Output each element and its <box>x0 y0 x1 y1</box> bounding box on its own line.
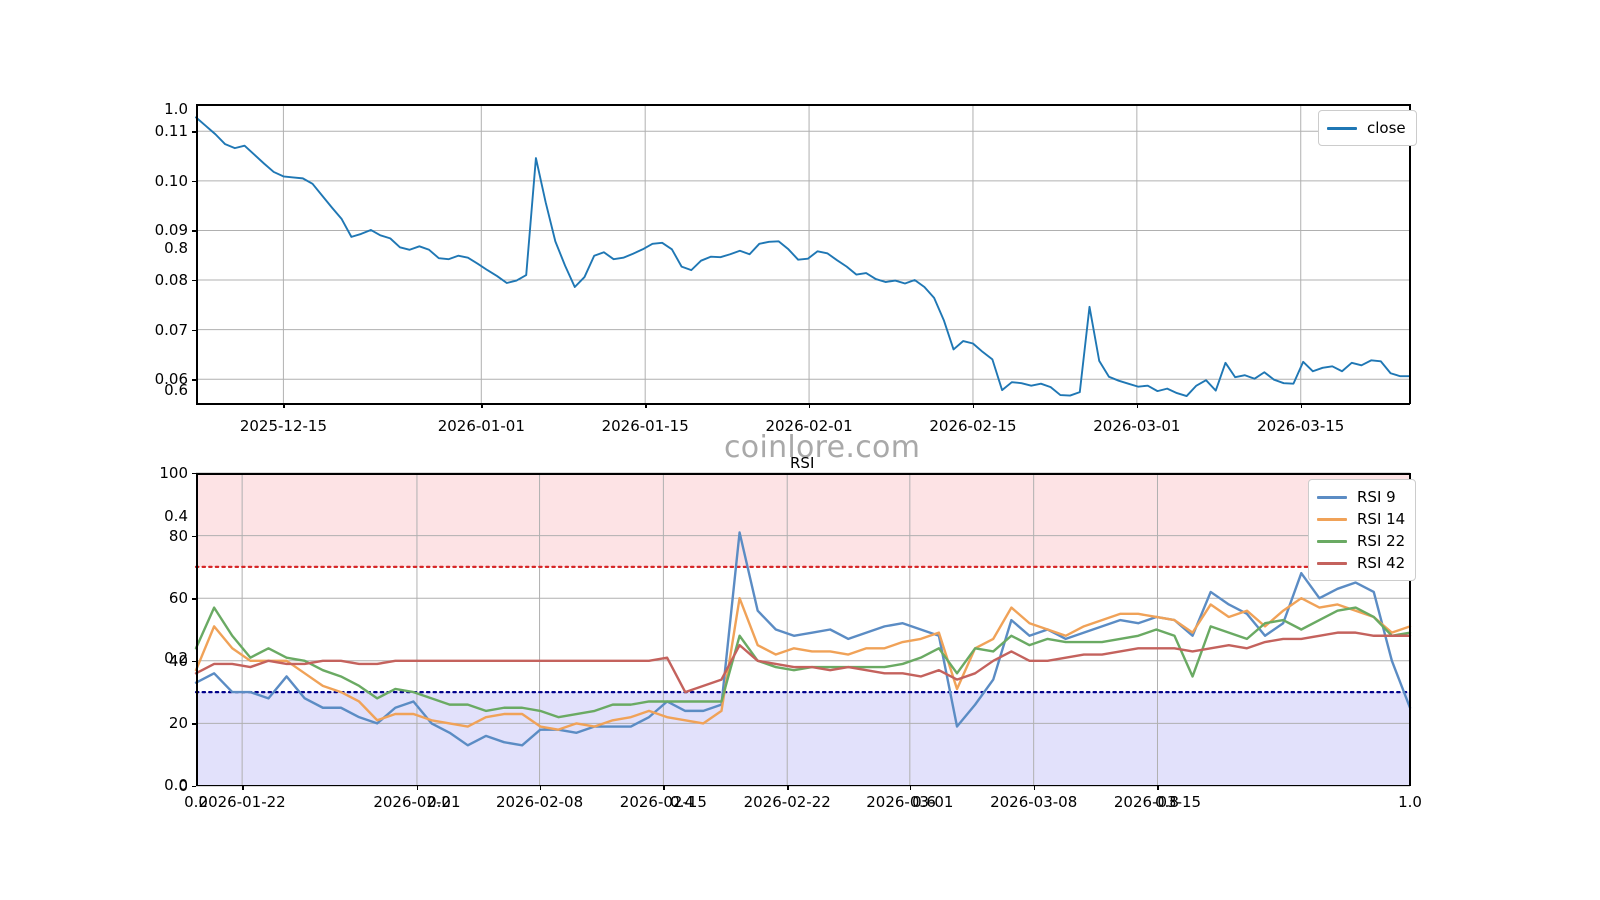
rsi-y-tick-label-secondary: 0.0 <box>164 776 188 794</box>
rsi-x-tick-mark <box>539 785 541 790</box>
rsi-x-tick-label: 2026-03-15 <box>1113 793 1202 811</box>
rsi-x-tick-mark <box>416 785 419 790</box>
price-legend: close <box>1318 110 1417 146</box>
rsi-axis-left <box>196 473 198 786</box>
rsi-axis-top <box>196 473 1410 475</box>
legend-label: RSI 9 <box>1357 488 1396 506</box>
rsi-x-tick-label: 2026-03-01 <box>866 793 954 811</box>
price-x-tick-label: 2026-02-15 <box>929 417 1017 435</box>
rsi-x-tick-mark <box>1157 785 1159 790</box>
price-x-tick-label: 2026-03-15 <box>1257 417 1345 435</box>
price-y-tick-label-secondary: 0.6 <box>164 381 188 399</box>
legend-swatch-icon <box>1317 495 1347 499</box>
price-y-tick-mark <box>192 379 196 381</box>
rsi-x-tick-mark <box>787 785 789 790</box>
rsi-chart-title: RSI <box>790 454 815 472</box>
price-y-tick-label: 0.08 <box>154 271 188 290</box>
legend-item[interactable]: RSI 42 <box>1317 552 1405 574</box>
legend-label: close <box>1367 119 1406 137</box>
price-y-tick-label: 0.11 <box>154 122 188 141</box>
price-x-tick-mark <box>1300 404 1303 408</box>
rsi-x-tick-label-secondary: 0.2 <box>427 793 451 811</box>
legend-label: RSI 22 <box>1357 532 1406 550</box>
legend-item[interactable]: RSI 14 <box>1317 508 1405 530</box>
rsi-y-tick-label-secondary: 0.2 <box>164 649 188 667</box>
price-y-tick-label: 0.06 <box>154 370 188 389</box>
legend-item[interactable]: close <box>1327 117 1406 139</box>
price-axis-right <box>1409 104 1411 404</box>
rsi-axis-bottom <box>196 784 1410 787</box>
legend-swatch-icon <box>1317 517 1347 521</box>
rsi-x-tick-mark <box>909 785 912 790</box>
rsi-x-tick-label-secondary: 1.0 <box>1398 793 1422 811</box>
rsi-y-tick-label-secondary: 0.4 <box>164 507 188 525</box>
rsi-x-tick-label-secondary: 0.8 <box>1155 793 1179 811</box>
price-y-tick-label: 0.09 <box>154 221 188 240</box>
legend-item[interactable]: RSI 9 <box>1317 486 1405 508</box>
rsi-x-tick-label: 2026-01-22 <box>198 793 286 811</box>
legend-label: RSI 14 <box>1357 510 1406 528</box>
rsi-y-tick-label: 40 <box>168 651 188 670</box>
price-x-tick-label: 2026-01-01 <box>437 417 525 435</box>
rsi-x-tick-label-secondary: 0.4 <box>670 793 694 811</box>
price-y-tick-mark <box>192 329 196 331</box>
legend-swatch-icon <box>1327 126 1357 130</box>
price-x-tick-label: 2025-12-15 <box>239 417 327 435</box>
rsi-x-tick-label: 2026-02-01 <box>373 793 461 811</box>
rsi-y-tick-label: 20 <box>168 714 188 733</box>
legend-swatch-icon <box>1317 561 1347 565</box>
rsi-x-tick-mark <box>663 785 665 790</box>
price-chart <box>195 104 1411 405</box>
rsi-y-tick-label: 60 <box>168 589 188 608</box>
rsi-y-tick-label: 100 <box>159 464 188 482</box>
rsi-legend: RSI 9 RSI 14 RSI 22 RSI 42 <box>1308 479 1417 581</box>
rsi-x-tick-label-secondary: 0.6 <box>912 793 936 811</box>
price-x-tick-mark <box>645 404 647 408</box>
rsi-line-plot <box>194 472 1412 787</box>
rsi-y-tick-mark <box>192 660 196 663</box>
price-y-tick-label-secondary: 0.8 <box>164 239 188 257</box>
price-x-tick-label: 2026-02-01 <box>765 417 853 435</box>
rsi-chart <box>194 472 1412 787</box>
legend-item[interactable]: RSI 22 <box>1317 530 1405 552</box>
price-x-tick-mark <box>809 404 811 408</box>
price-x-tick-label: 2026-03-01 <box>1093 417 1181 435</box>
rsi-x-tick-label: 2026-02-22 <box>743 793 831 811</box>
price-x-tick-mark <box>283 404 285 408</box>
price-y-tick-label: 0.10 <box>154 171 188 190</box>
rsi-y-tick-mark <box>192 723 196 725</box>
rsi-x-tick-label: 2026-03-08 <box>990 793 1078 811</box>
price-axis-bottom <box>196 403 1410 405</box>
rsi-x-tick-label: 2026-02-08 <box>495 793 584 811</box>
rsi-y-tick-label: 80 <box>168 526 188 545</box>
rsi-y-tick-mark <box>192 473 196 475</box>
rsi-x-tick-mark <box>242 785 244 790</box>
rsi-x-tick-label-secondary: 0.0 <box>184 793 208 811</box>
rsi-x-tick-label: 2026-02-15 <box>619 793 707 811</box>
price-x-tick-mark <box>481 404 483 408</box>
price-y-tick-mark <box>192 280 196 282</box>
rsi-y-tick-label: 0 <box>178 777 188 795</box>
price-y-tick-mark <box>192 131 196 133</box>
price-y-tick-label-secondary: 1.0 <box>164 100 188 118</box>
rsi-y-tick-mark <box>192 598 196 600</box>
price-y-tick-mark <box>192 230 196 232</box>
price-x-tick-label: 2026-01-15 <box>601 417 689 435</box>
price-x-tick-mark <box>1136 404 1139 408</box>
rsi-x-tick-mark <box>1033 785 1036 790</box>
price-x-tick-mark <box>972 404 975 408</box>
legend-swatch-icon <box>1317 539 1347 543</box>
price-line-plot <box>195 104 1411 404</box>
rsi-y-tick-mark <box>192 786 196 788</box>
price-y-tick-label: 0.07 <box>154 320 188 339</box>
price-axis-left <box>196 104 198 404</box>
rsi-axis-right <box>1409 473 1411 786</box>
price-axis-top <box>196 104 1410 106</box>
watermark-coinlore: coinlore.com <box>724 430 921 465</box>
rsi-y-tick-mark <box>192 535 196 537</box>
legend-label: RSI 42 <box>1357 554 1406 572</box>
price-y-tick-mark <box>192 180 196 183</box>
